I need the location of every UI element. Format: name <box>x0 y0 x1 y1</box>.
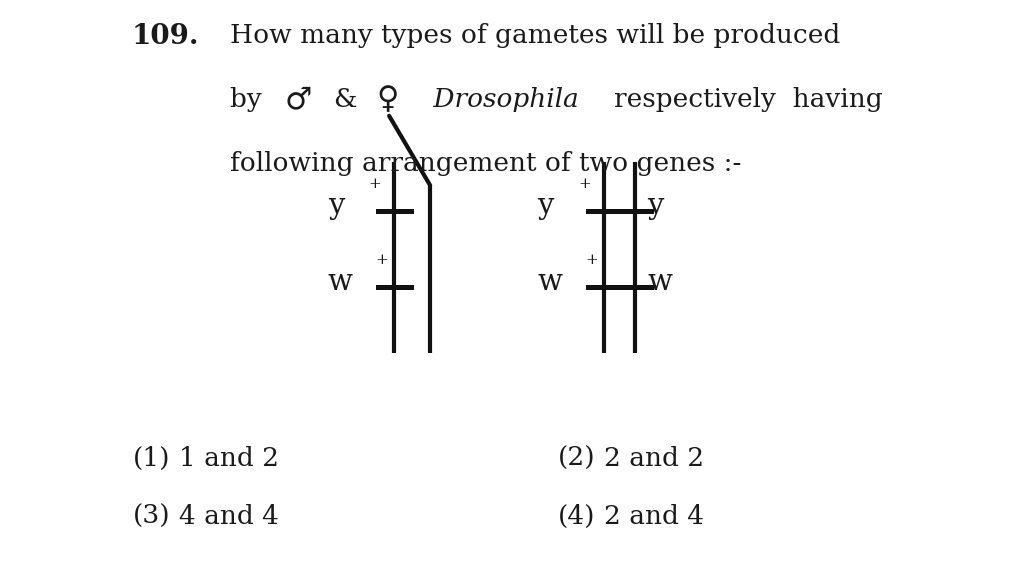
Text: (1): (1) <box>133 446 171 471</box>
Text: by: by <box>230 87 270 112</box>
Text: y: y <box>328 192 344 219</box>
Text: +: + <box>369 177 381 190</box>
Text: ♂: ♂ <box>285 85 312 114</box>
Text: 4 and 4: 4 and 4 <box>179 504 280 529</box>
Text: +: + <box>579 177 591 190</box>
Text: How many types of gametes will be produced: How many types of gametes will be produc… <box>230 23 841 48</box>
Text: w: w <box>538 268 562 296</box>
Text: (4): (4) <box>558 504 596 529</box>
Text: ♀: ♀ <box>377 85 399 114</box>
Text: 1 and 2: 1 and 2 <box>179 446 280 471</box>
Text: +: + <box>586 253 598 267</box>
Text: w: w <box>328 268 352 296</box>
Text: (3): (3) <box>133 504 171 529</box>
Text: following arrangement of two genes :-: following arrangement of two genes :- <box>230 151 741 175</box>
Text: Drosophila: Drosophila <box>425 87 579 112</box>
Text: y: y <box>647 192 664 219</box>
Text: 2 and 2: 2 and 2 <box>604 446 705 471</box>
Text: respectively  having: respectively having <box>614 87 883 112</box>
Text: y: y <box>538 192 554 219</box>
Text: &: & <box>334 87 366 112</box>
Text: +: + <box>376 253 388 267</box>
Text: 109.: 109. <box>131 23 199 50</box>
Text: w: w <box>647 268 672 296</box>
Text: (2): (2) <box>558 446 596 471</box>
Text: 2 and 4: 2 and 4 <box>604 504 705 529</box>
